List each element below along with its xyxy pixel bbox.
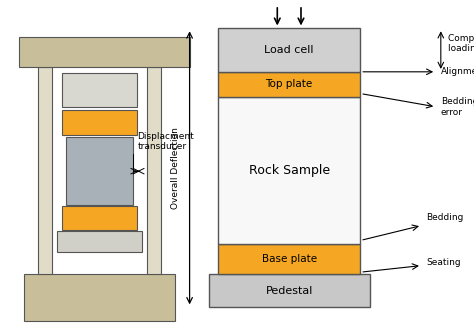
Bar <box>218 97 360 244</box>
Bar <box>218 244 360 274</box>
Text: Bedding: Bedding <box>427 213 464 222</box>
Text: Compliance in
loading cell: Compliance in loading cell <box>448 34 474 53</box>
Bar <box>38 67 52 274</box>
Text: Bedding
error: Bedding error <box>441 97 474 117</box>
Bar <box>218 28 360 72</box>
Text: Rock Sample: Rock Sample <box>248 164 330 177</box>
Bar <box>62 110 137 135</box>
Text: Seating: Seating <box>427 258 461 267</box>
Bar <box>62 73 137 107</box>
Bar <box>209 274 370 307</box>
Text: Displacment
transducer: Displacment transducer <box>137 132 194 151</box>
Text: Alignment: Alignment <box>441 67 474 76</box>
Bar <box>19 37 190 67</box>
Bar <box>147 67 161 274</box>
Bar <box>24 274 175 321</box>
Text: Pedestal: Pedestal <box>265 286 313 296</box>
Text: Overall Deflection: Overall Deflection <box>171 127 180 209</box>
Text: Load cell: Load cell <box>264 45 314 55</box>
Bar <box>62 206 137 230</box>
Bar <box>57 231 142 252</box>
Text: Top plate: Top plate <box>265 79 313 89</box>
Bar <box>218 72 360 97</box>
Text: Base plate: Base plate <box>262 254 317 264</box>
Bar <box>66 137 133 205</box>
